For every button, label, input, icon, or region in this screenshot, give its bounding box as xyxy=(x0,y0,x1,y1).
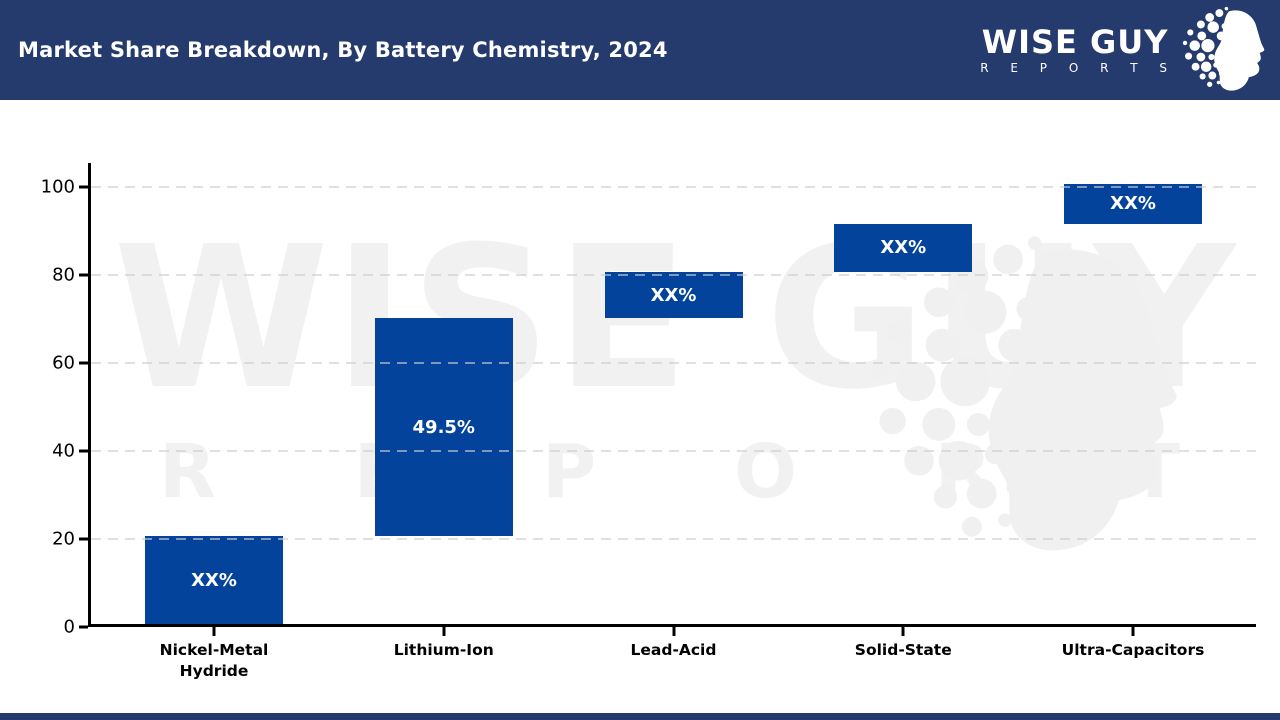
bar-solid-state: XX% xyxy=(834,223,973,273)
gridline-100 xyxy=(91,186,1256,189)
logo-face-icon xyxy=(1178,6,1266,94)
y-tick-label-100: 100 xyxy=(40,176,75,198)
x-tick-mark-0 xyxy=(212,627,216,636)
wise-guy-logo: WISE GUY R E P O R T S xyxy=(974,6,1280,94)
category-label-3: Solid-State xyxy=(854,641,952,659)
bar-lithium-ion: 49.5% xyxy=(374,318,513,537)
bar-nickel-metal-hydride: XX% xyxy=(145,536,283,624)
x-tick-mark-4 xyxy=(1131,627,1135,636)
footer-accent-strip xyxy=(0,713,1280,720)
y-tick-label-20: 20 xyxy=(52,528,75,550)
bar-ultra-capacitors: XX% xyxy=(1064,184,1202,224)
bar-value-label: 49.5% xyxy=(412,416,475,438)
y-tick-mark-60 xyxy=(79,361,88,365)
gridline-40 xyxy=(91,450,1256,453)
y-tick-mark-80 xyxy=(79,273,88,277)
gridline-20 xyxy=(91,538,1256,541)
page-title: Market Share Breakdown, By Battery Chemi… xyxy=(18,38,668,62)
bar-value-label: XX% xyxy=(191,569,237,591)
gridline-80 xyxy=(91,274,1256,277)
header-bar: Market Share Breakdown, By Battery Chemi… xyxy=(0,0,1280,100)
y-tick-label-0: 0 xyxy=(63,616,75,638)
bar-value-label: XX% xyxy=(880,237,927,259)
logo-subtitle: R E P O R T S xyxy=(980,60,1176,75)
y-tick-mark-40 xyxy=(79,449,88,453)
y-tick-mark-20 xyxy=(79,537,88,541)
y-tick-label-40: 40 xyxy=(52,440,75,462)
y-tick-mark-100 xyxy=(79,185,88,189)
x-tick-mark-3 xyxy=(901,627,905,636)
y-tick-mark-0 xyxy=(79,625,88,629)
category-label-0: Nickel-Metal Hydride xyxy=(159,641,269,680)
y-tick-label-60: 60 xyxy=(52,352,75,374)
gridline-60 xyxy=(91,362,1256,365)
chart-plot-area: WISE GUY R E P O R T S XX%49.5%XX%XX%XX%… xyxy=(41,163,1280,680)
category-label-4: Ultra-Capacitors xyxy=(1061,641,1205,659)
logo-wordmark: WISE GUY xyxy=(981,22,1169,61)
bar-value-label: XX% xyxy=(650,284,697,306)
category-label-1: Lithium-Ion xyxy=(393,641,494,659)
x-tick-mark-1 xyxy=(442,627,446,636)
bar-value-label: XX% xyxy=(1110,193,1156,215)
logo-text: WISE GUY R E P O R T S xyxy=(974,26,1176,75)
y-tick-label-80: 80 xyxy=(52,264,75,286)
category-label-2: Lead-Acid xyxy=(630,641,717,659)
bar-lead-acid: XX% xyxy=(604,272,743,319)
x-tick-mark-2 xyxy=(672,627,675,636)
